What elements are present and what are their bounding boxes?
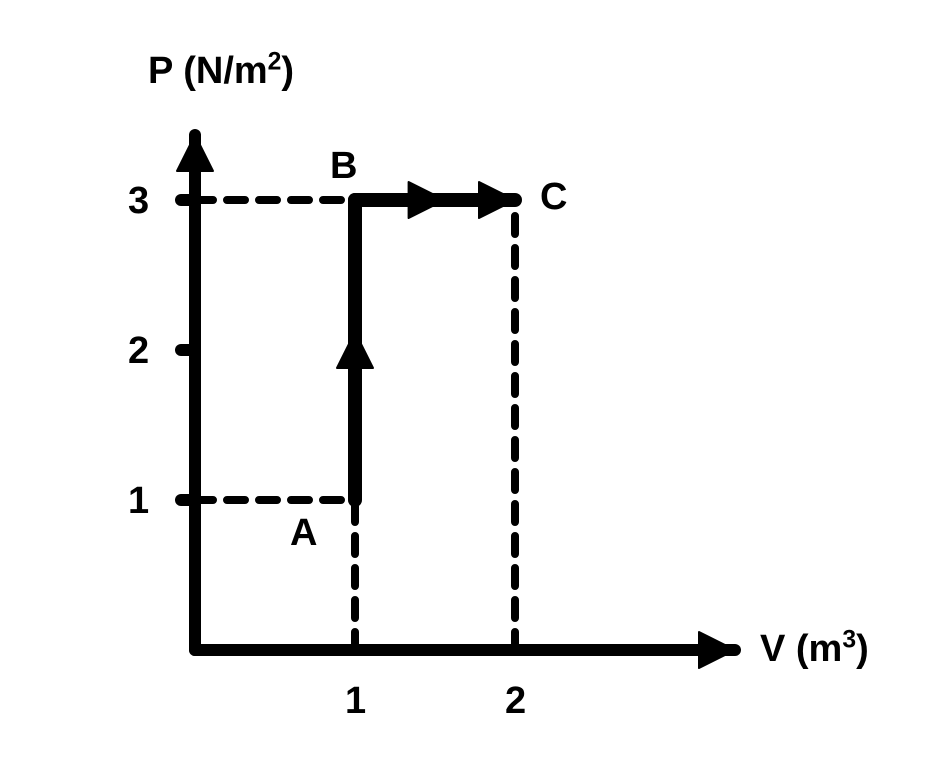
pv-diagram: P (N/m2) V (m3) 1 2 3 1 2 A B C bbox=[0, 0, 952, 760]
y-axis-label-text: P (N/m2) bbox=[148, 50, 294, 92]
x-axis-label-text: V (m3) bbox=[760, 628, 869, 670]
ytick-1: 1 bbox=[128, 480, 149, 523]
y-axis-label: P (N/m2) bbox=[148, 50, 294, 93]
ytick-3: 3 bbox=[128, 180, 149, 223]
xtick-1: 1 bbox=[345, 680, 366, 723]
point-label-c: C bbox=[540, 176, 567, 219]
point-label-b: B bbox=[330, 145, 357, 188]
x-axis-label: V (m3) bbox=[760, 628, 869, 671]
ytick-2: 2 bbox=[128, 330, 149, 373]
xtick-2: 2 bbox=[505, 680, 526, 723]
point-label-a: A bbox=[290, 512, 317, 555]
